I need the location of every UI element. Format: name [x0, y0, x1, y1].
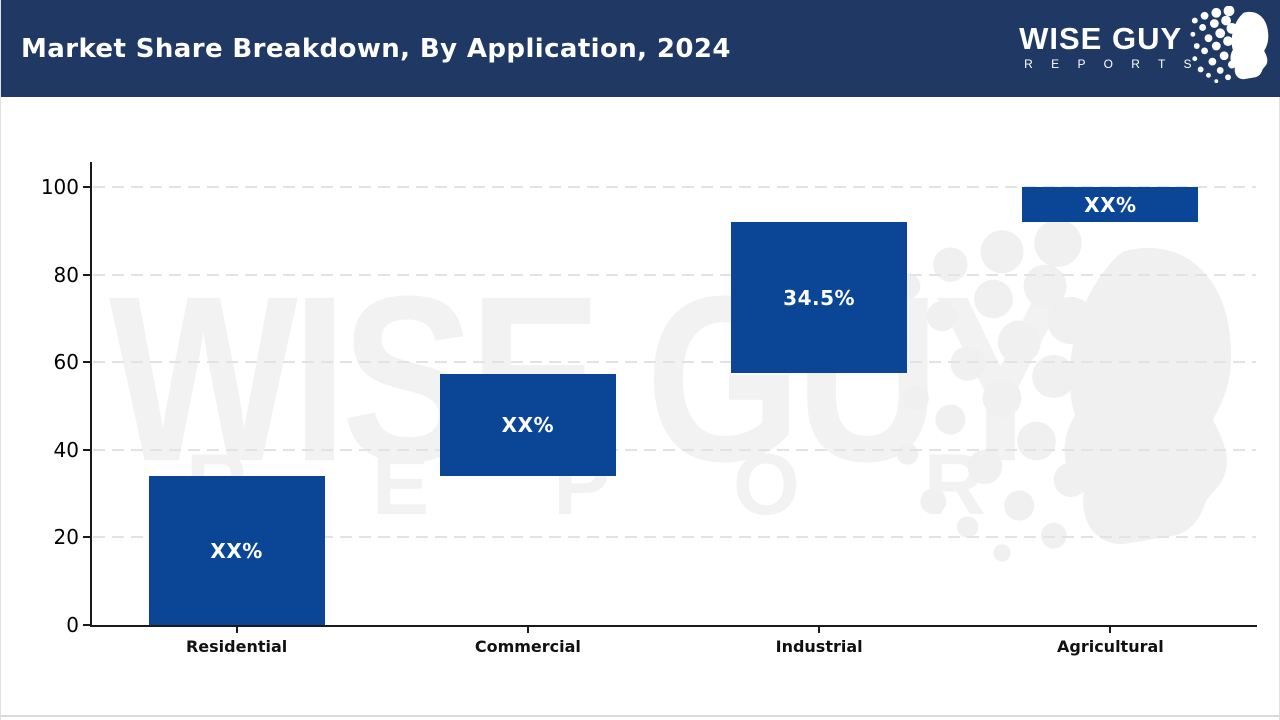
x-tick-mark	[526, 627, 529, 633]
gridline	[93, 273, 1256, 276]
y-tick-label: 100	[40, 175, 79, 199]
y-tick-mark	[83, 624, 90, 626]
bar-value-label: XX%	[501, 413, 555, 438]
y-tick-label: 60	[53, 350, 79, 375]
gridline	[93, 186, 1256, 188]
gridline	[93, 536, 1256, 539]
x-tick-label: Industrial	[775, 637, 863, 656]
x-axis-line	[90, 625, 1257, 627]
y-tick-label: 20	[53, 525, 79, 550]
x-tick-mark	[1109, 627, 1112, 633]
gridline	[93, 448, 1256, 451]
brand-logo-text: WISE GUY R E P O R T S	[1019, 20, 1199, 71]
brand-subtitle: R E P O R T S	[1024, 56, 1199, 71]
y-tick-label: 0	[66, 613, 79, 637]
y-tick-mark	[83, 186, 90, 188]
x-tick-mark	[818, 627, 821, 633]
bar-value-label: XX%	[210, 538, 263, 563]
gridline	[93, 361, 1256, 364]
bar: XX%	[148, 476, 325, 625]
bottom-border	[1, 715, 1280, 717]
header: Market Share Breakdown, By Application, …	[1, 0, 1280, 97]
bar: XX%	[439, 374, 616, 477]
y-tick-mark	[83, 361, 90, 364]
x-tick-label: Commercial	[474, 637, 581, 656]
bar: 34.5%	[731, 222, 908, 374]
y-tick-mark	[83, 273, 90, 276]
y-tick-mark	[83, 536, 90, 539]
y-tick-label: 40	[53, 437, 79, 462]
wiseguy-face-icon	[1190, 6, 1269, 84]
brand-logo: WISE GUY R E P O R T S	[1019, 6, 1271, 86]
bar-value-label: XX%	[1084, 192, 1137, 217]
x-tick-mark	[235, 627, 238, 633]
bar-value-label: 34.5%	[783, 285, 856, 310]
y-tick-label: 80	[53, 262, 79, 287]
bar: XX%	[1022, 187, 1199, 223]
brand-name: WISE GUY	[1019, 20, 1183, 56]
x-tick-label: Agricultural	[1056, 637, 1164, 656]
x-tick-label: Residential	[185, 637, 288, 656]
page-title: Market Share Breakdown, By Application, …	[21, 33, 731, 64]
y-axis-line	[90, 162, 92, 627]
y-tick-mark	[83, 448, 90, 451]
watermark-face-icon	[888, 222, 1232, 562]
